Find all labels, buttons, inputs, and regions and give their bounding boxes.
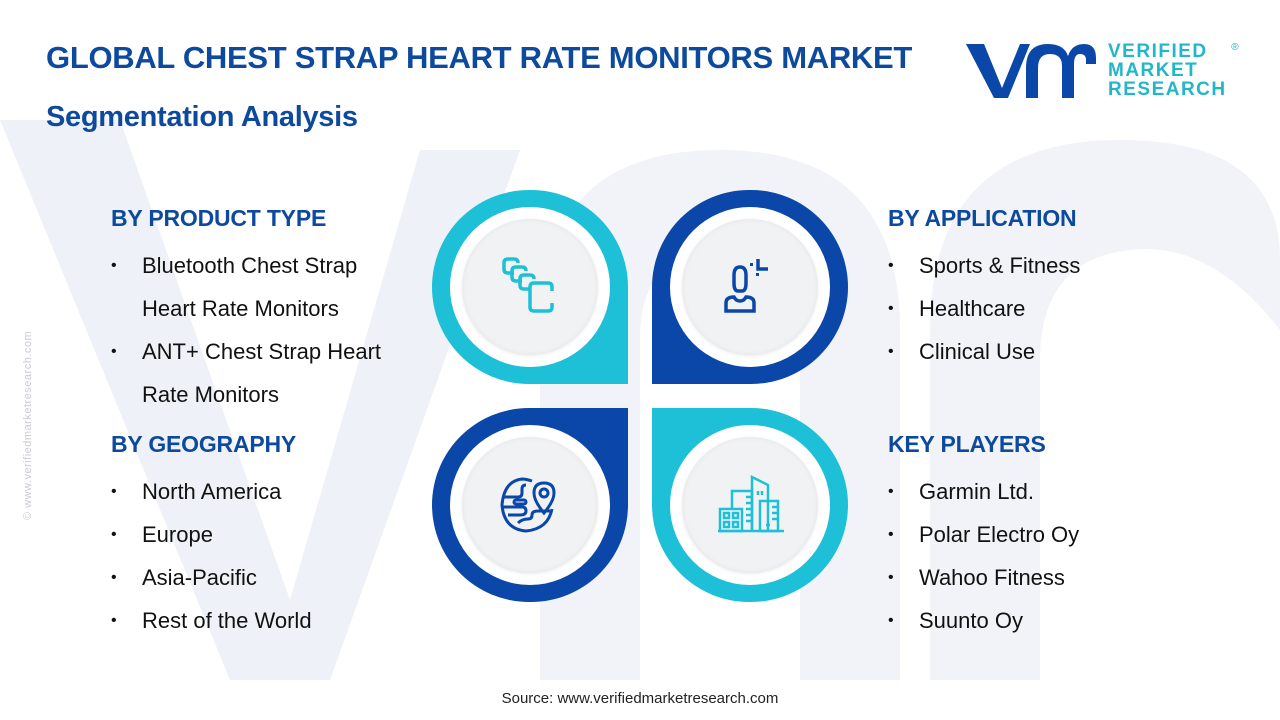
list-item-label: Wahoo Fitness [919, 565, 1065, 590]
bullet: • [888, 569, 894, 586]
bullet: • [888, 343, 894, 360]
vmr-logo: VERIFIED MARKET RESEARCH ® [964, 38, 1239, 102]
list-item-label: Healthcare [919, 296, 1026, 321]
segment-heading: BY GEOGRAPHY [111, 431, 297, 457]
bullet: • [111, 569, 117, 586]
bullet: • [111, 612, 117, 629]
segment-list: • Sports & Fitness • Healthcare • Clinic… [888, 244, 1188, 373]
stacked-cards-icon [502, 257, 554, 313]
side-watermark-url: © www.verifiedmarketresearch.com [22, 330, 34, 520]
page-title: GLOBAL CHEST STRAP HEART RATE MONITORS M… [46, 40, 913, 75]
list-item: • Europe [111, 513, 421, 556]
list-item-label: Garmin Ltd. [919, 479, 1034, 504]
user-focus-icon [724, 259, 768, 313]
segment-product-type: BY PRODUCT TYPE • Bluetooth Chest Strap … [111, 205, 421, 416]
list-item-label: Polar Electro Oy [919, 522, 1080, 547]
segment-list: • Garmin Ltd. • Polar Electro Oy • Wahoo… [888, 470, 1188, 642]
segment-heading: BY PRODUCT TYPE [111, 205, 327, 231]
list-item-label: Clinical Use [919, 339, 1036, 364]
list-item-label: Asia-Pacific [142, 565, 257, 590]
list-item: • Wahoo Fitness [888, 556, 1188, 599]
petal-application [652, 190, 848, 384]
petal-product-type [432, 190, 628, 384]
list-item: • Clinical Use [888, 330, 1188, 373]
list-item-label: Europe [142, 522, 213, 547]
bullet: • [111, 483, 117, 500]
bullet: • [111, 257, 117, 274]
petal-geography [432, 408, 628, 602]
segment-heading: KEY PLAYERS [888, 431, 1046, 457]
segment-list: • Bluetooth Chest Strap Heart Rate Monit… [111, 244, 421, 416]
petal-disc [682, 437, 818, 573]
segment-list: • North America • Europe • Asia-Pacific … [111, 470, 421, 642]
segment-heading: BY APPLICATION [888, 205, 1077, 231]
list-item: • North America [111, 470, 421, 513]
list-item: • Sports & Fitness [888, 244, 1188, 287]
bullet: • [888, 526, 894, 543]
segment-key-players: KEY PLAYERS • Garmin Ltd. • Polar Electr… [888, 431, 1188, 642]
globe-location-icon [500, 477, 556, 533]
vmr-logo-mark-icon [966, 44, 1096, 98]
list-item: • Polar Electro Oy [888, 513, 1188, 556]
list-item: • Asia-Pacific [111, 556, 421, 599]
logo-line-research: RESEARCH [1108, 78, 1227, 100]
segment-application: BY APPLICATION • Sports & Fitness • Heal… [888, 205, 1188, 373]
buildings-icon [718, 474, 784, 533]
list-item-label: North America [142, 479, 282, 504]
segment-geography: BY GEOGRAPHY • North America • Europe • … [111, 431, 421, 642]
bullet: • [888, 612, 894, 629]
petal-disc [462, 219, 598, 355]
registered-mark: ® [1231, 41, 1239, 53]
page-subtitle: Segmentation Analysis [46, 101, 358, 133]
list-item-label: ANT+ Chest Strap Heart Rate Monitors [142, 339, 382, 407]
list-item-label: Rest of the World [142, 608, 312, 633]
list-item: • ANT+ Chest Strap Heart Rate Monitors [111, 330, 421, 416]
bullet: • [111, 526, 117, 543]
list-item-label: Bluetooth Chest Strap Heart Rate Monitor… [142, 253, 358, 321]
list-item: • Bluetooth Chest Strap Heart Rate Monit… [111, 244, 421, 330]
logo-line-market: MARKET [1108, 59, 1199, 81]
bullet: • [111, 343, 117, 360]
list-item-label: Sports & Fitness [919, 253, 1081, 278]
bullet: • [888, 483, 894, 500]
list-item: • Healthcare [888, 287, 1188, 330]
source-citation: Source: www.verifiedmarketresearch.com [501, 690, 779, 707]
bullet: • [888, 257, 894, 274]
petal-key-players [652, 408, 848, 602]
list-item: • Garmin Ltd. [888, 470, 1188, 513]
vmr-logo-wordmark: VERIFIED MARKET RESEARCH ® [1108, 40, 1239, 100]
list-item: • Rest of the World [111, 599, 421, 642]
petal-disc [682, 219, 818, 355]
petal-disc [462, 437, 598, 573]
list-item: • Suunto Oy [888, 599, 1188, 642]
logo-line-verified: VERIFIED [1108, 40, 1208, 62]
list-item-label: Suunto Oy [919, 608, 1023, 633]
bullet: • [888, 300, 894, 317]
